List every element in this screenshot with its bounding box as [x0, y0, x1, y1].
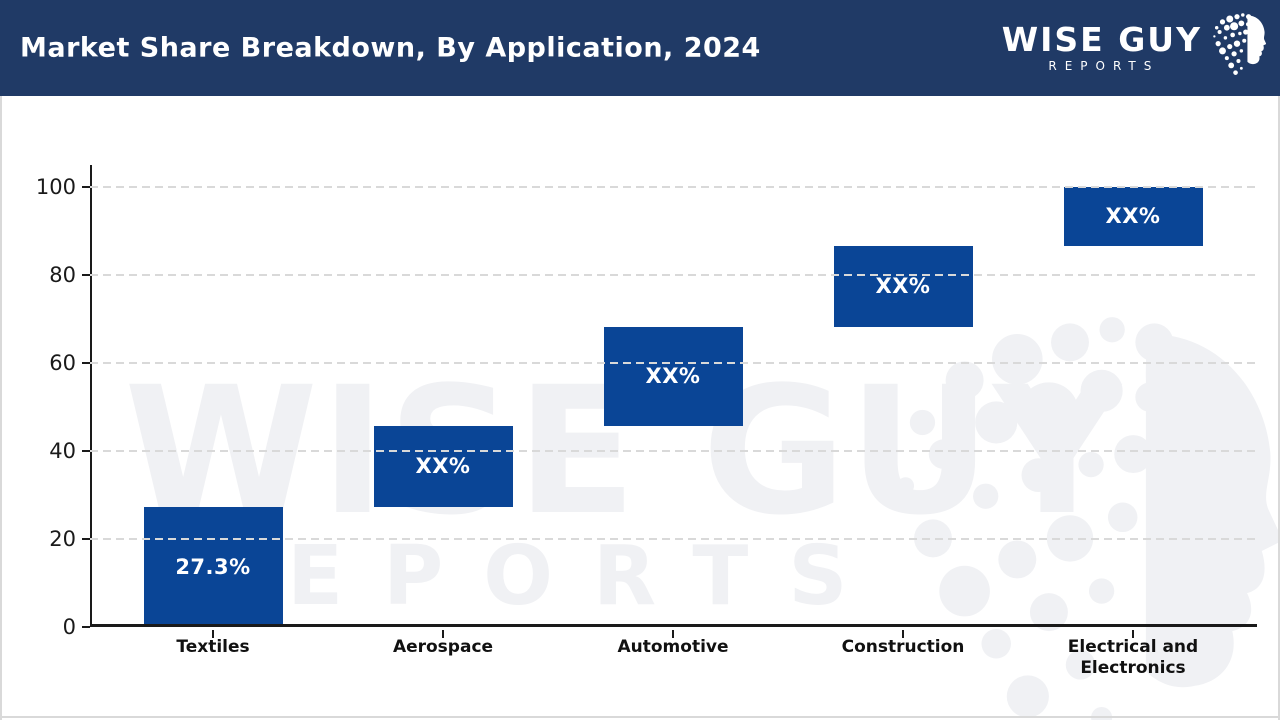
y-tick-mark [82, 626, 90, 628]
y-tick-label: 60 [49, 351, 76, 375]
y-tick-mark [82, 186, 90, 188]
bar-value-label: XX% [645, 364, 701, 389]
y-tick-label: 80 [49, 263, 76, 287]
header-banner: Market Share Breakdown, By Application, … [0, 0, 1280, 96]
x-category-label: Aerospace [392, 637, 494, 657]
y-tick-label: 40 [49, 439, 76, 463]
gridline [90, 450, 1257, 452]
y-tick-mark [82, 274, 90, 276]
face-profile [1247, 15, 1266, 65]
brand-logo: WISE GUY REPORTS [1002, 4, 1266, 92]
y-tick-mark [82, 450, 90, 452]
bar-textiles: 27.3% [143, 506, 283, 627]
x-category-label: Construction [841, 637, 965, 657]
x-tick-mark [902, 630, 904, 638]
x-category-label: Electrical and Electronics [1067, 637, 1199, 679]
y-tick-label: 0 [62, 615, 76, 639]
gridline [90, 538, 1257, 540]
bar-value-label: XX% [415, 454, 471, 479]
bar-value-label: XX% [1105, 204, 1161, 229]
gridline [90, 274, 1257, 276]
x-category-label: Textiles [176, 637, 250, 657]
page-title: Market Share Breakdown, By Application, … [20, 32, 761, 64]
bar-construction: XX% [833, 245, 973, 327]
x-tick-mark [1132, 630, 1134, 638]
plot-frame [90, 165, 1257, 627]
bar-value-label: XX% [875, 274, 931, 299]
y-tick-mark [82, 362, 90, 364]
bar-aerospace: XX% [373, 425, 513, 507]
bottom-divider [2, 716, 1278, 718]
gridline [90, 362, 1257, 364]
brand-logo-text: WISE GUY REPORTS [1001, 19, 1202, 74]
wise-guy-face-icon [1213, 13, 1266, 75]
x-category-label: Automotive [617, 637, 729, 657]
x-tick-mark [212, 630, 214, 638]
bar-automotive: XX% [603, 326, 743, 426]
gridline [90, 186, 1257, 188]
y-tick-label: 100 [35, 175, 76, 199]
brand-subname: REPORTS [1048, 59, 1160, 74]
bar-electrical-and-electronics: XX% [1063, 187, 1203, 246]
y-tick-label: 20 [49, 527, 76, 551]
y-tick-mark [82, 538, 90, 540]
x-tick-mark [672, 630, 674, 638]
x-tick-mark [442, 630, 444, 638]
brand-name: WISE GUY [1001, 19, 1202, 59]
bar-value-label: 27.3% [175, 554, 251, 579]
